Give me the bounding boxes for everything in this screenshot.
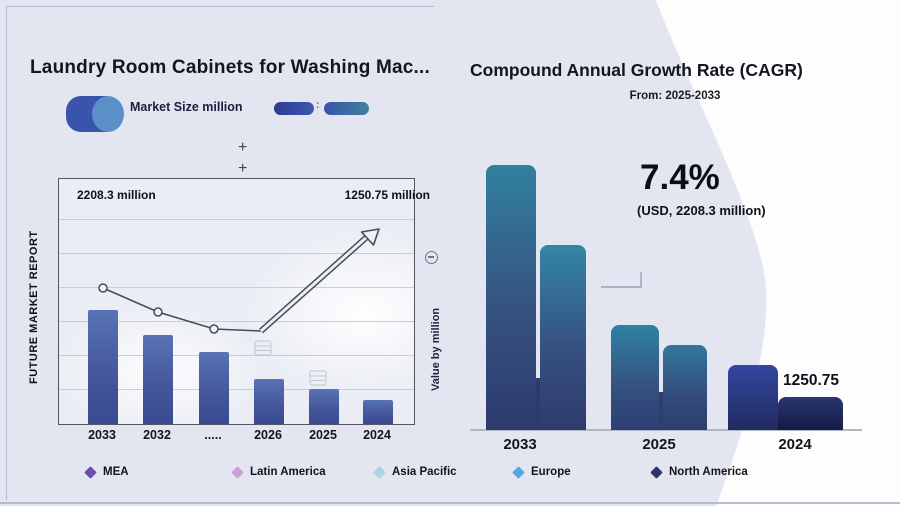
legend-label: Latin America — [250, 466, 326, 478]
legend-diamond-latin-america — [231, 465, 244, 479]
legend-label: Europe — [531, 466, 571, 478]
trend-line-overlay — [98, 228, 380, 386]
bar-ellipsis[interactable] — [199, 352, 229, 424]
legend-label: MEA — [103, 466, 129, 478]
right-x-label-2024: 2024 — [778, 436, 812, 453]
cagr-percentage: 7.4% — [640, 158, 720, 197]
right-bar-2024-b[interactable] — [778, 397, 843, 430]
right-x-label-2033: 2033 — [503, 436, 537, 453]
bar-value-label-1250: 1250.75 — [783, 372, 840, 389]
bracket-decoration — [601, 272, 642, 288]
zoom-out-icon[interactable] — [425, 251, 438, 264]
bar-2025[interactable] — [309, 389, 339, 424]
legend-item-north-america[interactable]: North America — [650, 464, 748, 480]
market-size-label: Market Size million — [130, 100, 243, 114]
legend-label: Asia Pacific — [392, 466, 457, 478]
x-label-2026: 2026 — [254, 428, 282, 442]
legend-diamond-north-america — [650, 465, 663, 479]
cylinder-cap — [92, 96, 124, 132]
gridline — [59, 253, 414, 254]
bar-2026[interactable] — [254, 379, 284, 424]
pill-badge-dark — [274, 102, 314, 115]
pill-colon: : — [316, 100, 320, 111]
value-axis-label: Value by million — [430, 307, 442, 392]
left-chart-max-value-label: 2208.3 million — [77, 188, 156, 202]
bar-bridge — [659, 392, 663, 430]
watermark-vertical-label: FUTURE MARKET REPORT — [28, 230, 40, 385]
cagr-detail: (USD, 2208.3 million) — [637, 203, 766, 218]
x-label-2025: 2025 — [309, 428, 337, 442]
legend-item-mea[interactable]: MEA — [84, 464, 129, 480]
cylinder-icon — [66, 95, 124, 133]
zoom-in-icon-2[interactable]: + — [238, 160, 248, 177]
x-label-2033: 2033 — [88, 428, 116, 442]
bar-2033[interactable] — [88, 310, 118, 424]
x-label-2032: 2032 — [143, 428, 171, 442]
zoom-in-icon[interactable]: + — [238, 139, 248, 156]
right-bar-2033-a[interactable] — [486, 165, 536, 430]
ghost-table-icon — [254, 340, 327, 386]
left-chart-panel: 2208.3 million 1250.75 million — [58, 178, 430, 425]
x-label-2024: 2024 — [363, 428, 391, 442]
card-top-edge — [6, 6, 434, 7]
bar-2024[interactable] — [363, 400, 393, 424]
x-label-ellipsis: ..... — [204, 428, 222, 442]
cagr-period-subtitle: From: 2025-2033 — [629, 90, 721, 102]
legend-diamond-europe — [512, 465, 525, 479]
card-left-edge — [6, 6, 7, 500]
legend-item-asia-pacific[interactable]: Asia Pacific — [373, 464, 457, 480]
gridline — [59, 355, 414, 356]
right-bar-2033-b[interactable] — [540, 245, 586, 430]
legend-label: North America — [669, 466, 748, 478]
gridline — [59, 287, 414, 288]
bar-bridge — [536, 378, 540, 430]
gridline — [59, 219, 414, 220]
left-chart-end-value-label: 1250.75 million — [344, 188, 430, 202]
legend-diamond-mea — [84, 465, 97, 479]
right-chart-title: Compound Annual Growth Rate (CAGR) — [470, 60, 803, 80]
right-bar-2025-a[interactable] — [611, 325, 659, 430]
right-bar-2024-a[interactable] — [728, 365, 778, 430]
legend-item-europe[interactable]: Europe — [512, 464, 571, 480]
right-bar-2025-b[interactable] — [663, 345, 707, 430]
card-bottom-edge — [0, 502, 900, 504]
pill-badge-teal — [324, 102, 369, 115]
right-x-label-2025: 2025 — [642, 436, 676, 453]
gridline — [59, 389, 414, 390]
bar-2032[interactable] — [143, 335, 173, 424]
legend-diamond-asia-pacific — [373, 465, 386, 479]
legend-item-latin-america[interactable]: Latin America — [231, 464, 326, 480]
left-chart-title: Laundry Room Cabinets for Washing Mac... — [30, 57, 430, 78]
gridline — [59, 321, 414, 322]
